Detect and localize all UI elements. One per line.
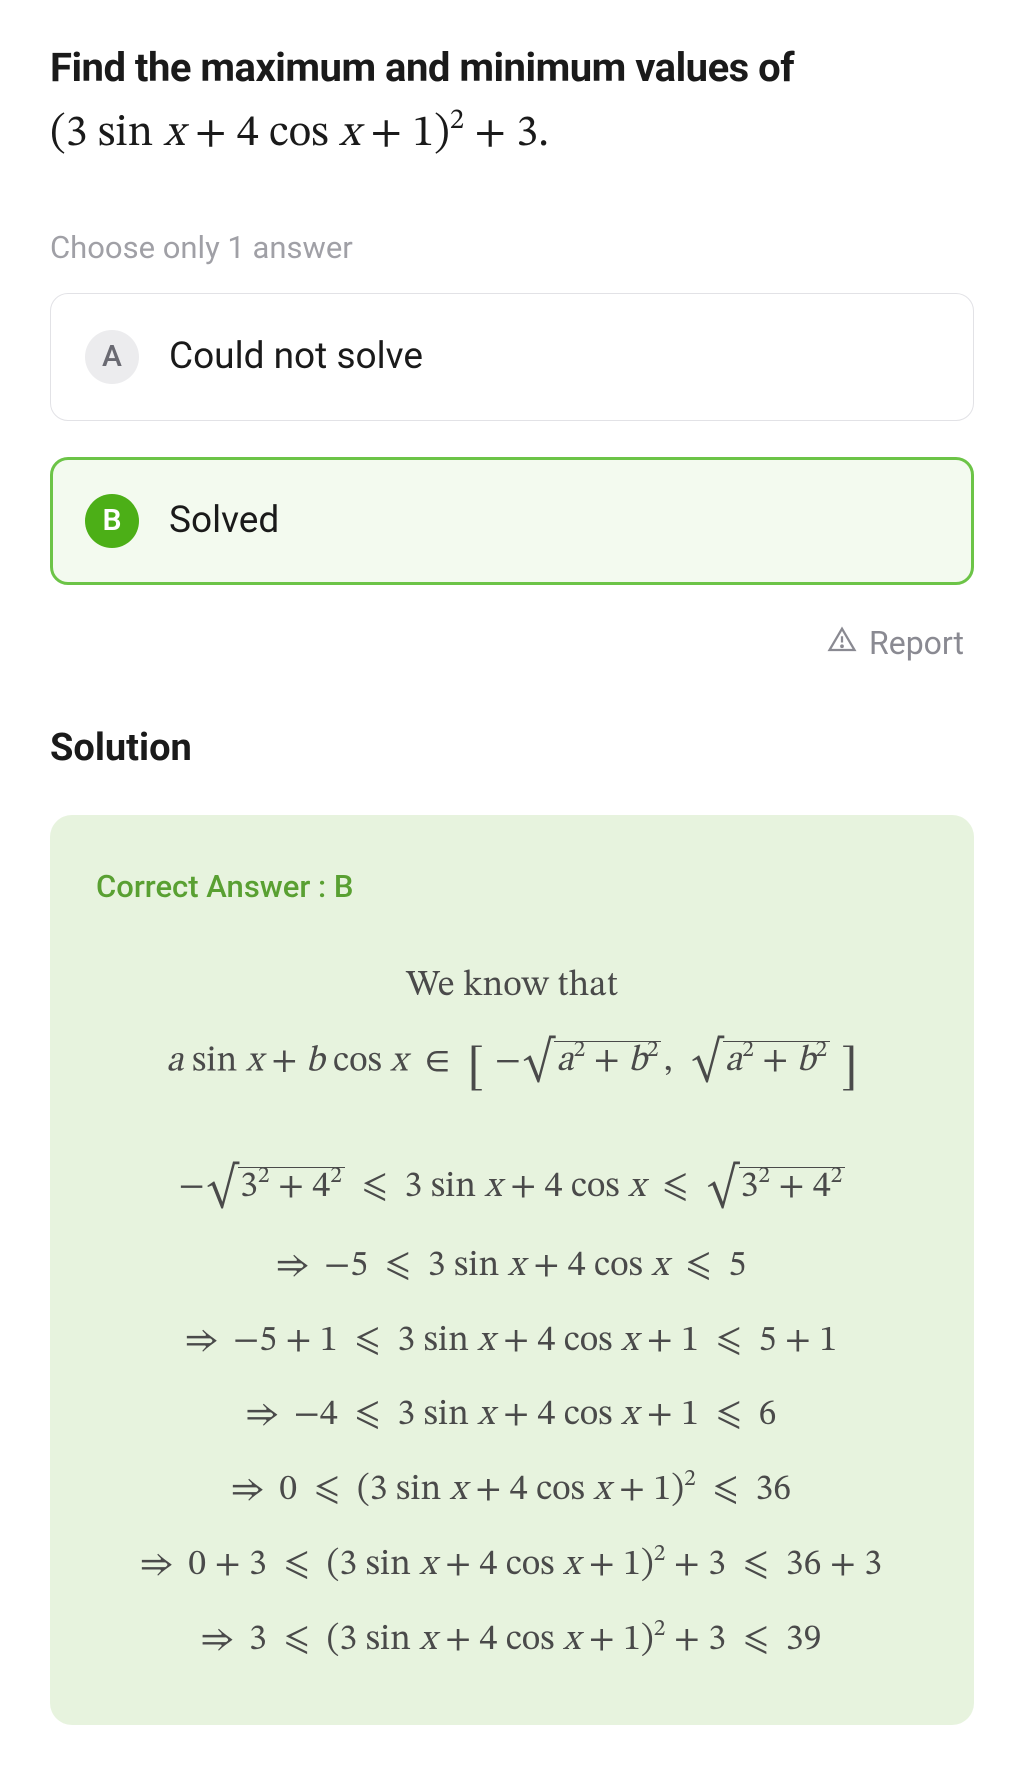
option-letter-a: A	[85, 330, 139, 384]
solution-step-7: ⇒ 3 ⩽ (3 sin x + 4 cos x + 1)2 + 3 ⩽ 39	[96, 1608, 928, 1673]
option-letter-b: B	[85, 494, 139, 548]
question-title: Find the maximum and minimum values of	[50, 40, 974, 96]
solution-heading: Solution	[50, 722, 974, 775]
instruction-text: Choose only 1 answer	[50, 226, 974, 269]
solution-step-6: ⇒ 0 + 3 ⩽ (3 sin x + 4 cos x + 1)2 + 3 ⩽…	[96, 1533, 928, 1598]
option-a[interactable]: A Could not solve	[50, 293, 974, 421]
solution-step-3: ⇒ −5 + 1 ⩽ 3 sin x + 4 cos x + 1 ⩽ 5 + 1	[96, 1309, 928, 1374]
solution-step-2: ⇒ −5 ⩽ 3 sin x + 4 cos x ⩽ 5	[96, 1234, 928, 1299]
solution-box: Correct Answer : B We know that a sin x …	[50, 815, 974, 1725]
solution-range-identity: a sin x + b cos x ∈ [ −a2 + b2 , a2 + b2…	[96, 1025, 928, 1112]
option-label-b: Solved	[169, 495, 279, 547]
report-label: Report	[869, 621, 964, 666]
solution-lead: We know that	[96, 954, 928, 1019]
solution-step-4: ⇒ −4 ⩽ 3 sin x + 4 cos x + 1 ⩽ 6	[96, 1383, 928, 1448]
option-label-a: Could not solve	[169, 331, 423, 383]
solution-step-1: −32 + 42 ⩽ 3 sin x + 4 cos x ⩽ 32 + 42	[96, 1153, 928, 1224]
option-b[interactable]: B Solved	[50, 457, 974, 585]
report-link[interactable]: Report	[50, 621, 974, 666]
warning-icon	[827, 625, 857, 661]
correct-answer-label: Correct Answer : B	[96, 865, 928, 908]
question-formula: (3 sin x + 4 cos x + 1)2 + 3.	[50, 104, 974, 166]
solution-step-5: ⇒ 0 ⩽ (3 sin x + 4 cos x + 1)2 ⩽ 36	[96, 1458, 928, 1523]
